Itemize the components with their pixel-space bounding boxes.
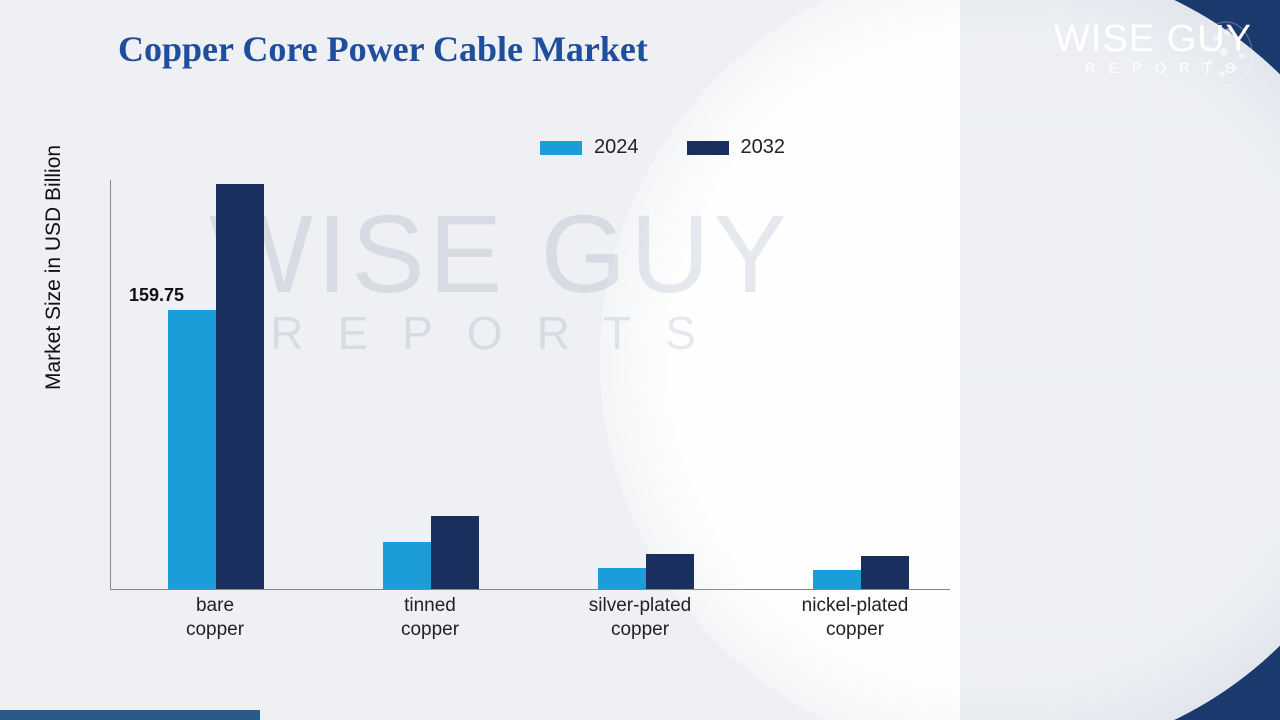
plot-area: 159.75	[110, 180, 950, 590]
legend-swatch-2024	[540, 141, 582, 155]
logo-head-icon	[1188, 18, 1258, 98]
bar-group	[581, 554, 711, 589]
bar-group	[796, 556, 926, 589]
chart-area: Market Size in USD Billion 2024 2032 159…	[60, 140, 960, 660]
bar	[813, 570, 861, 589]
bar	[861, 556, 909, 589]
x-axis-label: barecopper	[140, 594, 290, 642]
bar	[168, 310, 216, 589]
legend-label-2024: 2024	[594, 136, 639, 159]
brand-logo: WISE GUY REPORTS	[982, 20, 1252, 77]
chart-title: Copper Core Power Cable Market	[118, 28, 648, 70]
y-axis-label: Market Size in USD Billion	[42, 145, 66, 390]
bar	[646, 554, 694, 589]
legend-item-2032: 2032	[687, 136, 786, 159]
bar-value-label: 159.75	[129, 285, 184, 306]
bar	[598, 568, 646, 589]
bottom-accent-bar	[0, 710, 260, 720]
legend-label-2032: 2032	[741, 136, 786, 159]
legend-swatch-2032	[687, 141, 729, 155]
legend-item-2024: 2024	[540, 136, 639, 159]
bar	[431, 516, 479, 589]
x-axis-label: silver-platedcopper	[565, 594, 715, 642]
bar-group: 159.75	[151, 184, 281, 589]
bar	[383, 542, 431, 589]
x-axis-label: nickel-platedcopper	[780, 594, 930, 642]
bar-group	[366, 516, 496, 589]
x-axis-label: tinnedcopper	[355, 594, 505, 642]
legend: 2024 2032	[540, 136, 785, 159]
bar	[216, 184, 264, 589]
